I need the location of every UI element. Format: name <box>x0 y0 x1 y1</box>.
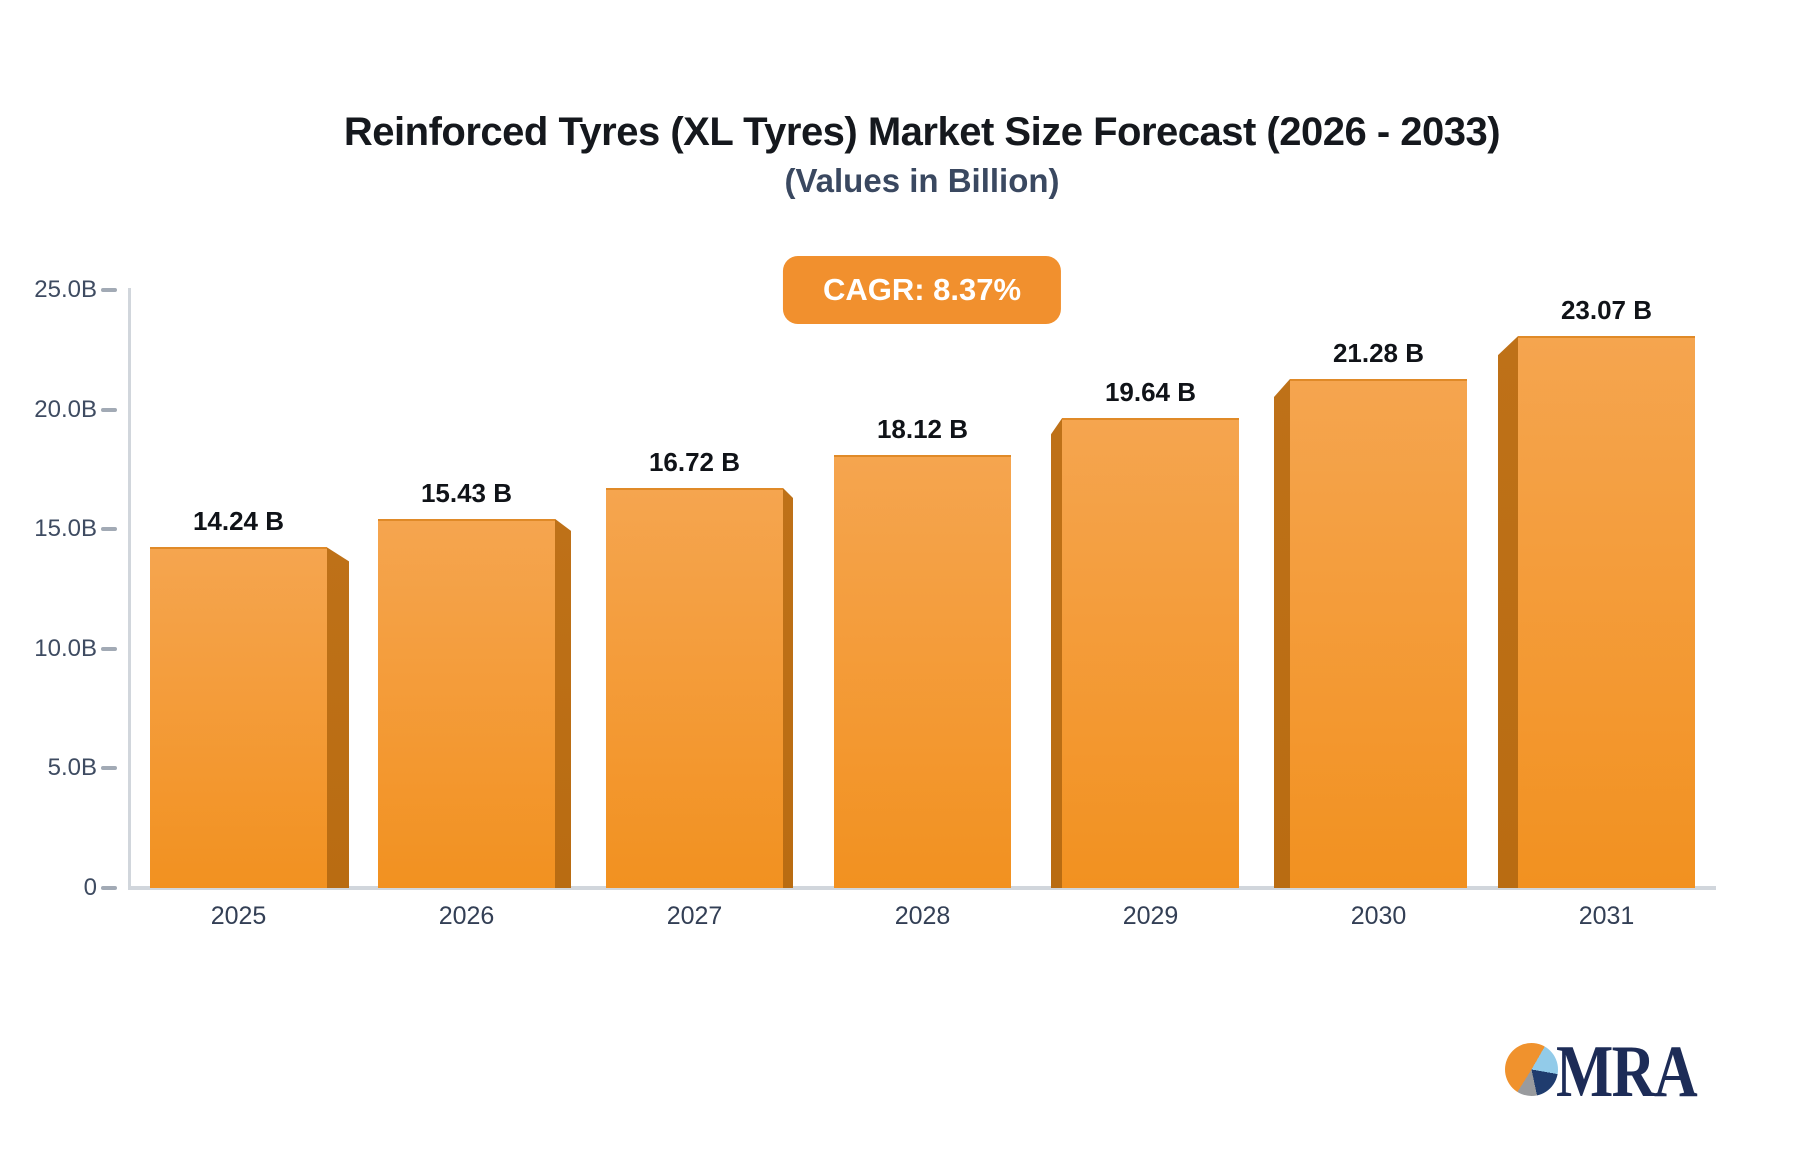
y-tick-dash <box>101 646 117 651</box>
y-tick-dash <box>101 407 117 412</box>
pie-chart-logo-icon <box>1505 1043 1558 1096</box>
chart-title: Reinforced Tyres (XL Tyres) Market Size … <box>343 110 1501 154</box>
y-tick-dash <box>101 527 117 532</box>
bar-2026 <box>378 518 555 888</box>
y-tick-label: 20.0B <box>34 395 97 423</box>
x-tick-label: 2028 <box>894 902 951 930</box>
x-tick-label: 2026 <box>438 902 495 930</box>
x-axis-line <box>128 886 1716 890</box>
x-tick-label: 2030 <box>1350 902 1407 930</box>
x-tick-label: 2025 <box>210 902 267 930</box>
y-tick-dash <box>101 886 117 890</box>
bar-value-label: 15.43 B <box>420 477 513 508</box>
bar-2025 <box>150 547 327 888</box>
logo-text: MRA <box>1556 1031 1698 1113</box>
bar-2030 <box>1290 378 1467 888</box>
x-tick-label: 2029 <box>1122 902 1179 930</box>
bar-value-label: 23.07 B <box>1560 295 1653 326</box>
bar-3d-side <box>1051 418 1062 888</box>
chart-subtitle: (Values in Billion) <box>784 162 1060 199</box>
bar-2028 <box>834 454 1011 888</box>
bar-value-label: 19.64 B <box>1104 377 1197 408</box>
bar-value-label: 14.24 B <box>192 506 285 537</box>
bar-2029 <box>1062 418 1239 888</box>
bar-value-label: 18.12 B <box>876 413 969 444</box>
y-tick-label: 10.0B <box>34 634 97 662</box>
y-tick-dash <box>101 766 117 771</box>
y-axis-line <box>128 288 131 890</box>
cagr-badge: CAGR: 8.37% <box>782 256 1062 324</box>
x-tick-label: 2027 <box>666 902 723 930</box>
bar-value-label: 16.72 B <box>648 447 741 478</box>
y-tick-label: 25.0B <box>34 276 97 303</box>
bar-2031 <box>1518 336 1695 888</box>
mra-logo: MRA <box>1503 1032 1713 1112</box>
y-tick-label: 0 <box>83 874 97 901</box>
bar-3d-side <box>1498 336 1518 888</box>
y-tick-label: 15.0B <box>34 515 97 543</box>
bar-value-label: 21.28 B <box>1332 337 1425 368</box>
bar-3d-side <box>1274 378 1290 888</box>
y-tick-label: 5.0B <box>47 754 97 782</box>
bar-3d-side <box>783 488 793 888</box>
bar-3d-side <box>555 518 571 888</box>
y-tick-dash <box>101 288 117 292</box>
bar-3d-side <box>327 547 349 888</box>
bar-2027 <box>606 488 783 888</box>
x-tick-label: 2031 <box>1578 902 1635 930</box>
